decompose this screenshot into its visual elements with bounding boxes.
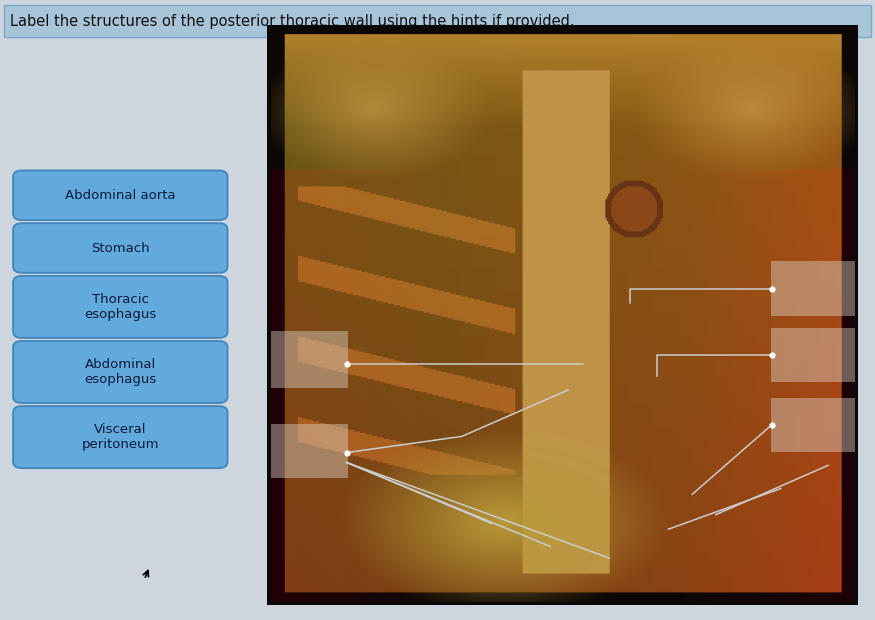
FancyBboxPatch shape	[13, 341, 228, 403]
Text: Label the structures of the posterior thoracic wall using the hints if provided.: Label the structures of the posterior th…	[10, 14, 575, 29]
Text: Stomach: Stomach	[91, 242, 150, 254]
Text: Thoracic
esophagus: Thoracic esophagus	[84, 293, 157, 321]
FancyBboxPatch shape	[771, 261, 858, 316]
FancyBboxPatch shape	[13, 223, 228, 273]
FancyBboxPatch shape	[4, 5, 871, 37]
Text: Abdominal aorta: Abdominal aorta	[65, 189, 176, 202]
FancyBboxPatch shape	[13, 406, 228, 468]
FancyBboxPatch shape	[13, 276, 228, 338]
FancyBboxPatch shape	[771, 397, 858, 452]
FancyBboxPatch shape	[266, 423, 347, 478]
FancyBboxPatch shape	[13, 170, 228, 220]
FancyBboxPatch shape	[266, 331, 347, 388]
FancyBboxPatch shape	[771, 328, 858, 383]
Text: Visceral
peritoneum: Visceral peritoneum	[81, 423, 159, 451]
Text: Abdominal
esophagus: Abdominal esophagus	[84, 358, 157, 386]
